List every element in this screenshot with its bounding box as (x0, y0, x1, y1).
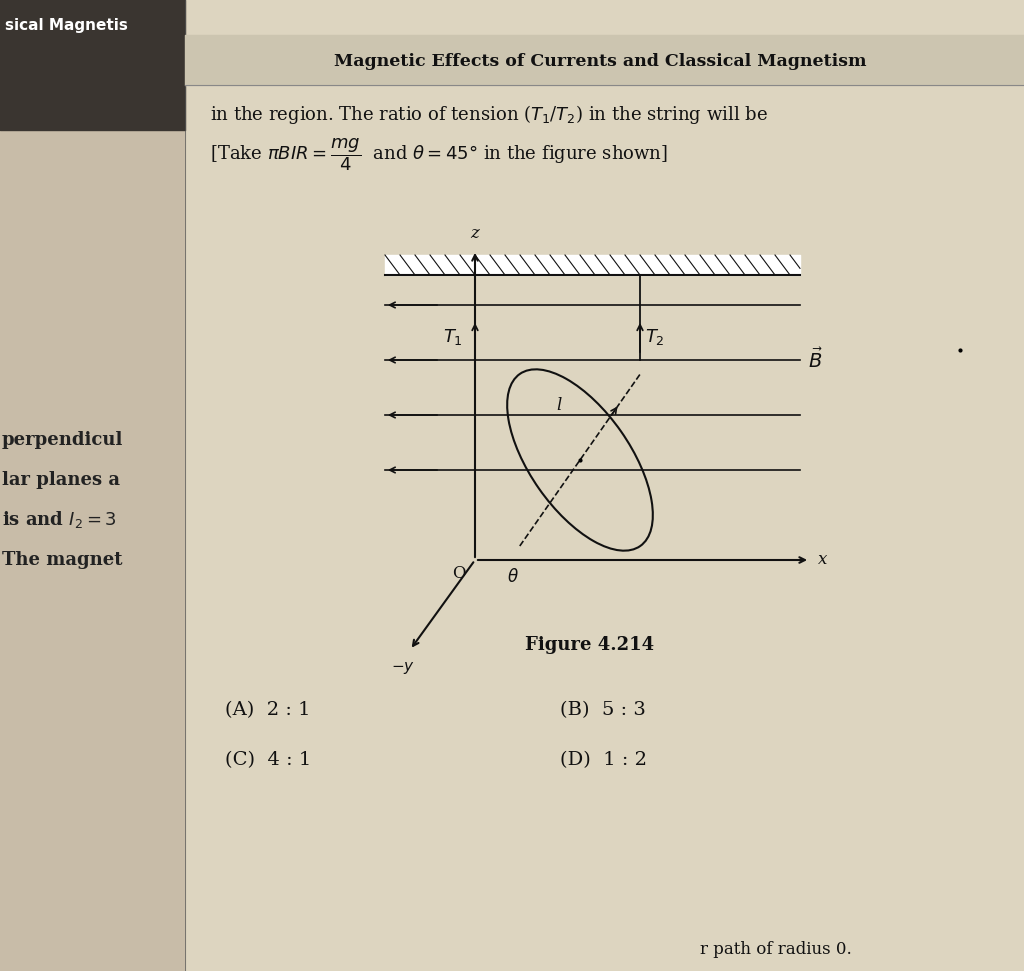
Text: z: z (471, 225, 479, 242)
Text: Magnetic Effects of Currents and Classical Magnetism: Magnetic Effects of Currents and Classic… (334, 53, 866, 71)
Text: The magnet: The magnet (2, 551, 123, 569)
Text: $T_2$: $T_2$ (645, 327, 665, 347)
Text: O: O (453, 565, 466, 582)
Text: (C)  4 : 1: (C) 4 : 1 (225, 751, 311, 769)
Text: sical Magnetis: sical Magnetis (5, 18, 128, 33)
Text: in the region. The ratio of tension ($T_1$/$T_2$) in the string will be: in the region. The ratio of tension ($T_… (210, 104, 768, 126)
Text: [Take $\pi BIR = \dfrac{mg}{4}$  and $\theta = 45°$ in the figure shown]: [Take $\pi BIR = \dfrac{mg}{4}$ and $\th… (210, 137, 668, 173)
Text: x: x (818, 552, 827, 568)
Text: (D)  1 : 2: (D) 1 : 2 (560, 751, 647, 769)
Text: (B)  5 : 3: (B) 5 : 3 (560, 701, 646, 719)
Text: lar planes a: lar planes a (2, 471, 120, 489)
Text: r path of radius 0.: r path of radius 0. (700, 942, 852, 958)
Text: perpendicul: perpendicul (2, 431, 123, 449)
Text: Figure 4.214: Figure 4.214 (525, 636, 654, 654)
Text: l: l (557, 396, 562, 414)
Text: $\vec{B}$: $\vec{B}$ (808, 348, 823, 372)
Text: is and $I_2 = 3$: is and $I_2 = 3$ (2, 510, 117, 530)
Text: $-y$: $-y$ (391, 660, 415, 676)
Text: $T_1$: $T_1$ (443, 327, 463, 347)
Text: $\theta$: $\theta$ (507, 568, 519, 586)
Text: (A)  2 : 1: (A) 2 : 1 (225, 701, 310, 719)
